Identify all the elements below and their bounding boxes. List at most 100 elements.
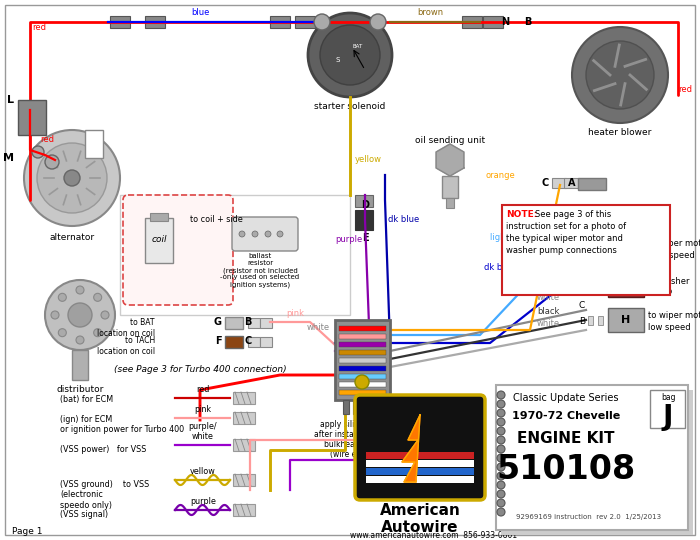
Circle shape — [101, 311, 109, 319]
Text: 92969169 instruction  rev 2.0  1/25/2013: 92969169 instruction rev 2.0 1/25/2013 — [516, 514, 661, 520]
Bar — [18, 100, 46, 135]
Circle shape — [68, 303, 92, 327]
Text: F: F — [215, 336, 221, 346]
Bar — [578, 178, 606, 190]
Text: C: C — [579, 268, 585, 278]
Bar — [339, 350, 386, 355]
Circle shape — [76, 336, 84, 344]
Bar — [233, 392, 255, 404]
Circle shape — [497, 391, 505, 399]
Circle shape — [37, 143, 107, 213]
Bar — [383, 400, 389, 414]
Circle shape — [497, 481, 505, 489]
Bar — [363, 400, 369, 414]
Text: washer pump connections: washer pump connections — [506, 246, 617, 255]
Text: Page 1: Page 1 — [12, 528, 43, 537]
Circle shape — [497, 427, 505, 435]
Text: NOTE:: NOTE: — [506, 210, 538, 219]
Circle shape — [32, 146, 44, 158]
Bar — [446, 198, 454, 208]
Text: bulkhead connector
(wire entry view): bulkhead connector (wire entry view) — [324, 440, 400, 460]
Bar — [552, 178, 566, 188]
Text: J: J — [663, 403, 673, 431]
Bar — [339, 334, 386, 339]
Circle shape — [497, 409, 505, 417]
Bar — [270, 16, 290, 28]
Text: distributor: distributor — [56, 385, 104, 394]
Text: H: H — [622, 315, 631, 325]
Circle shape — [586, 41, 654, 109]
Bar — [339, 326, 386, 331]
Circle shape — [265, 231, 271, 237]
Text: (see Page 3 for Turbo 400 connection): (see Page 3 for Turbo 400 connection) — [113, 366, 286, 375]
Bar — [462, 16, 482, 28]
Text: BAT: BAT — [353, 44, 363, 50]
Circle shape — [497, 418, 505, 426]
Bar — [295, 16, 315, 28]
Text: ENGINE KIT: ENGINE KIT — [517, 431, 615, 446]
Text: B: B — [524, 17, 532, 27]
Text: red: red — [32, 23, 46, 31]
Text: K: K — [622, 243, 630, 253]
Text: blue: blue — [191, 8, 209, 17]
Text: low speed: low speed — [648, 322, 691, 332]
Text: instruction set for a photo of: instruction set for a photo of — [506, 222, 626, 231]
Text: white: white — [537, 319, 560, 328]
Text: B: B — [244, 317, 252, 327]
Text: (VSS signal): (VSS signal) — [60, 510, 108, 519]
Text: black: black — [538, 307, 560, 316]
Text: B: B — [579, 318, 585, 327]
Bar — [248, 337, 260, 347]
Circle shape — [58, 329, 66, 336]
Bar — [588, 281, 593, 290]
Polygon shape — [402, 415, 420, 482]
Text: dk blue: dk blue — [388, 215, 419, 225]
Circle shape — [76, 286, 84, 294]
Text: 510108: 510108 — [496, 453, 636, 486]
Circle shape — [320, 25, 380, 85]
Bar — [145, 218, 173, 263]
Text: pump: pump — [648, 287, 672, 296]
Text: to washer: to washer — [648, 276, 690, 286]
Text: red: red — [40, 136, 54, 145]
Text: J: J — [624, 280, 628, 290]
Circle shape — [497, 454, 505, 462]
Circle shape — [45, 280, 115, 350]
Bar — [501, 390, 693, 535]
Bar — [442, 176, 458, 198]
Bar — [339, 390, 386, 395]
Bar — [225, 317, 243, 329]
Text: purple: purple — [335, 235, 362, 245]
Text: E: E — [362, 233, 368, 243]
Text: (ign) for ECM
or ignition power for Turbo 400: (ign) for ECM or ignition power for Turb… — [60, 415, 184, 434]
Circle shape — [497, 445, 505, 453]
Text: yellow: yellow — [355, 156, 382, 165]
Text: N: N — [501, 17, 509, 27]
Circle shape — [94, 329, 102, 336]
Circle shape — [314, 14, 330, 30]
Text: See page 3 of this: See page 3 of this — [535, 210, 611, 219]
Text: C: C — [244, 336, 251, 346]
Text: 1970-72 Chevelle: 1970-72 Chevelle — [512, 411, 620, 421]
Text: apply silicone sealant
after installing terminals: apply silicone sealant after installing … — [314, 420, 410, 440]
Text: red: red — [678, 85, 692, 94]
Text: orange: orange — [485, 171, 515, 180]
Bar — [225, 336, 243, 348]
Text: M: M — [3, 153, 14, 163]
Circle shape — [64, 170, 80, 186]
Text: starter solenoid: starter solenoid — [314, 102, 386, 111]
Bar — [588, 316, 593, 325]
Text: white: white — [307, 323, 330, 333]
Bar — [373, 400, 379, 414]
Bar — [335, 320, 390, 400]
Bar — [564, 178, 578, 188]
Bar — [353, 400, 359, 414]
Text: to TACH
location on coil: to TACH location on coil — [97, 336, 155, 356]
FancyBboxPatch shape — [232, 217, 298, 251]
Bar — [608, 308, 644, 332]
Bar — [483, 16, 503, 28]
Text: (VSS power)   for VSS: (VSS power) for VSS — [60, 445, 146, 454]
Text: C: C — [541, 178, 549, 188]
Text: brown: brown — [417, 8, 443, 17]
Bar — [339, 342, 386, 347]
